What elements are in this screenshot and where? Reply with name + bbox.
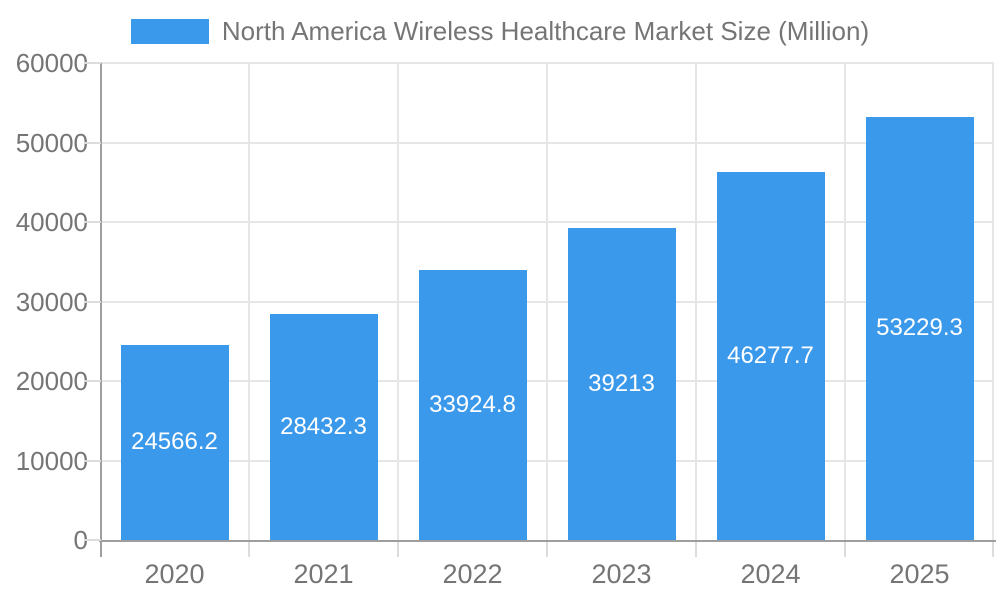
- bar-2025[interactable]: 53229.3: [865, 116, 974, 540]
- x-tick-label: 2025: [889, 559, 950, 589]
- x-tick-label: 2023: [591, 559, 652, 589]
- y-axis-line: [100, 63, 102, 557]
- bar-2020[interactable]: 24566.2: [120, 344, 229, 540]
- bar-value-label: 39213: [588, 370, 655, 398]
- x-tick-mark: [844, 542, 846, 557]
- y-tick-label: 30000: [15, 286, 88, 317]
- gridline-vertical: [546, 63, 548, 540]
- bar-value-label: 53229.3: [876, 314, 963, 342]
- y-tick-label: 20000: [15, 366, 88, 396]
- legend-label: North America Wireless Healthcare Market…: [221, 15, 870, 46]
- plot-area: 24566.2 28432.3 33924.8 39213 46277.7 53229.3: [100, 62, 994, 540]
- x-tick-label: 2021: [293, 559, 354, 589]
- gridline-vertical: [844, 63, 846, 540]
- gridline-vertical: [397, 63, 399, 540]
- y-tick-label: 40000: [15, 207, 88, 237]
- y-tick-mark: [84, 539, 101, 541]
- x-tick-mark: [546, 542, 548, 557]
- x-tick-mark: [992, 542, 994, 557]
- y-tick-mark: [84, 141, 101, 144]
- y-tick-label: 50000: [15, 127, 88, 158]
- x-tick-label: 2022: [442, 559, 503, 589]
- x-tick-mark: [248, 542, 250, 557]
- gridline-vertical: [695, 63, 697, 540]
- x-tick-mark: [695, 542, 697, 557]
- y-tick-label: 60000: [15, 48, 88, 78]
- y-tick-label: 0: [73, 525, 88, 555]
- y-tick-mark: [84, 62, 101, 64]
- x-axis-line: [99, 540, 996, 542]
- bar-2024[interactable]: 46277.7: [716, 172, 825, 540]
- legend-swatch-icon: [130, 18, 209, 44]
- bar-value-label: 46277.7: [727, 342, 814, 370]
- x-tick-label: 2020: [144, 559, 205, 589]
- x-tick-mark: [397, 542, 399, 557]
- bar-value-label: 28432.3: [280, 412, 367, 440]
- gridline-vertical: [992, 63, 994, 540]
- x-tick-label: 2024: [740, 559, 801, 589]
- legend[interactable]: North America Wireless Healthcare Market…: [0, 16, 1000, 46]
- y-tick-label: 10000: [15, 445, 88, 476]
- y-tick-mark: [84, 221, 101, 223]
- bar-2023[interactable]: 39213: [567, 228, 676, 540]
- bar-2021[interactable]: 28432.3: [269, 313, 378, 540]
- bar-value-label: 33924.8: [429, 391, 516, 419]
- y-tick-mark: [84, 380, 101, 382]
- bar-value-label: 24566.2: [131, 428, 218, 456]
- gridline-vertical: [248, 63, 250, 540]
- y-tick-mark: [84, 459, 101, 462]
- bar-2022[interactable]: 33924.8: [418, 270, 527, 540]
- y-tick-mark: [84, 300, 101, 303]
